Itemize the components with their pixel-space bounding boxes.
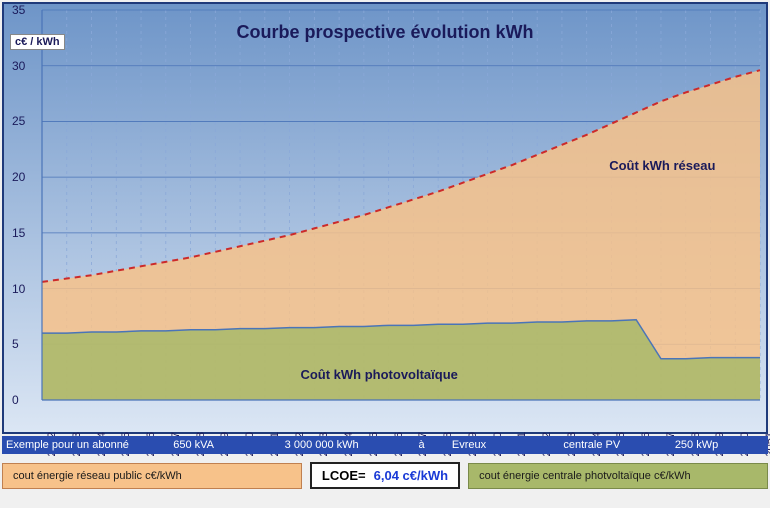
legend-pv: cout énergie centrale photvoltaïque c€/k…: [468, 463, 768, 489]
info-plant: centrale PV: [563, 439, 674, 451]
chart-title: Courbe prospective évolution kWh: [4, 22, 766, 43]
y-tick: 25: [12, 114, 25, 128]
annotation-reseau: Coût kWh réseau: [609, 158, 715, 173]
info-kwh: 3 000 000 kWh: [285, 439, 419, 451]
info-city: Evreux: [452, 439, 563, 451]
info-at: à: [418, 439, 451, 451]
y-tick: 5: [12, 337, 19, 351]
y-tick: 35: [12, 3, 25, 17]
info-kva: 650 kVA: [173, 439, 284, 451]
info-kwp: 250 kWp: [675, 439, 764, 451]
y-tick: 0: [12, 393, 19, 407]
y-tick: 30: [12, 59, 25, 73]
legend-reseau: cout énergie réseau public c€/kWh: [2, 463, 302, 489]
chart-frame: Courbe prospective évolution kWh c€ / kW…: [2, 2, 768, 434]
y-tick: 10: [12, 282, 25, 296]
y-tick: 15: [12, 226, 25, 240]
lcoe-value: 6,04 c€/kWh: [374, 468, 448, 483]
lcoe-label: LCOE=: [322, 468, 366, 483]
info-strip: Exemple pour un abonné 650 kVA 3 000 000…: [2, 436, 768, 454]
y-axis-unit: c€ / kWh: [10, 34, 65, 50]
y-tick: 20: [12, 170, 25, 184]
info-subscriber: Exemple pour un abonné: [6, 439, 173, 451]
lcoe-box: LCOE= 6,04 c€/kWh: [310, 462, 460, 489]
annotation-pv: Coût kWh photovoltaïque: [300, 367, 457, 382]
legend-row: cout énergie réseau public c€/kWh LCOE= …: [2, 462, 768, 489]
